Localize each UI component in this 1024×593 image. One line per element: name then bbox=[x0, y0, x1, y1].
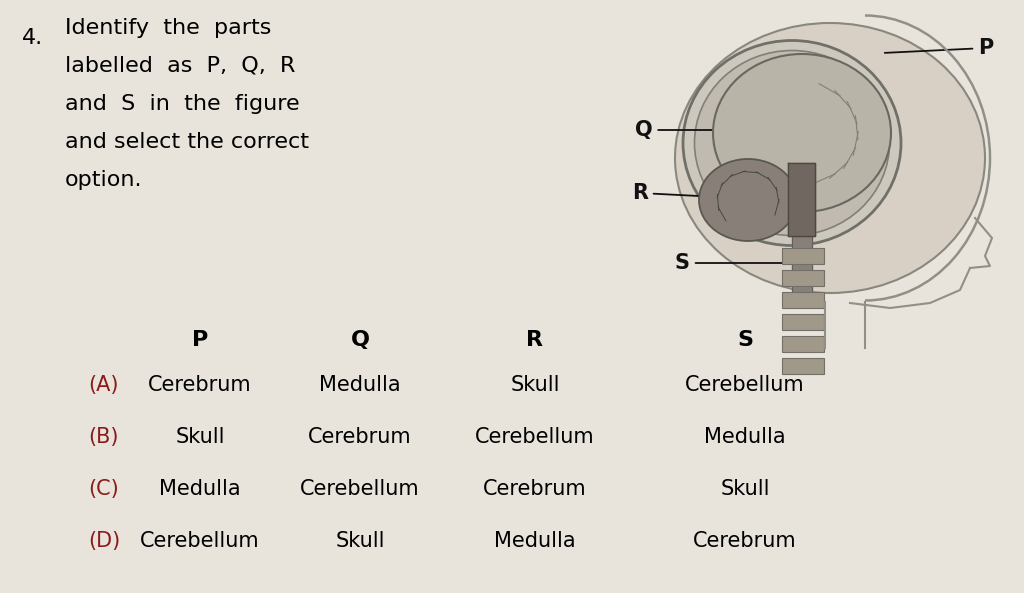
Text: (A): (A) bbox=[88, 375, 119, 395]
Text: R: R bbox=[632, 183, 735, 203]
Text: and select the correct: and select the correct bbox=[65, 132, 309, 152]
Text: P: P bbox=[191, 330, 208, 350]
Text: Cerebellum: Cerebellum bbox=[475, 427, 595, 447]
Text: S: S bbox=[737, 330, 753, 350]
Text: Identify  the  parts: Identify the parts bbox=[65, 18, 271, 38]
Text: Cerebellum: Cerebellum bbox=[300, 479, 420, 499]
Text: Cerebrum: Cerebrum bbox=[308, 427, 412, 447]
Text: Skull: Skull bbox=[175, 427, 224, 447]
Ellipse shape bbox=[683, 40, 901, 246]
Text: Cerebrum: Cerebrum bbox=[483, 479, 587, 499]
Text: Medulla: Medulla bbox=[319, 375, 400, 395]
Bar bbox=[782, 314, 824, 330]
Text: labelled  as  P,  Q,  R: labelled as P, Q, R bbox=[65, 56, 295, 76]
Bar bbox=[782, 358, 824, 374]
Bar bbox=[782, 248, 824, 264]
Text: S: S bbox=[675, 253, 785, 273]
Text: Q: Q bbox=[635, 120, 748, 140]
Text: (D): (D) bbox=[88, 531, 120, 551]
Ellipse shape bbox=[694, 50, 890, 235]
Text: Skull: Skull bbox=[335, 531, 385, 551]
Text: Cerebellum: Cerebellum bbox=[140, 531, 260, 551]
Bar bbox=[782, 292, 824, 308]
Text: 4.: 4. bbox=[22, 28, 43, 48]
Text: Skull: Skull bbox=[720, 479, 770, 499]
Text: option.: option. bbox=[65, 170, 142, 190]
Text: Cerebrum: Cerebrum bbox=[148, 375, 252, 395]
Text: (B): (B) bbox=[88, 427, 119, 447]
Bar bbox=[782, 270, 824, 286]
Text: Medulla: Medulla bbox=[705, 427, 785, 447]
Text: Cerebellum: Cerebellum bbox=[685, 375, 805, 395]
Text: Q: Q bbox=[350, 330, 370, 350]
Text: and  S  in  the  figure: and S in the figure bbox=[65, 94, 300, 114]
Polygon shape bbox=[792, 236, 812, 293]
Text: Medulla: Medulla bbox=[495, 531, 575, 551]
Polygon shape bbox=[788, 163, 815, 236]
Text: Cerebrum: Cerebrum bbox=[693, 531, 797, 551]
Text: Skull: Skull bbox=[510, 375, 560, 395]
Text: R: R bbox=[526, 330, 544, 350]
Text: Medulla: Medulla bbox=[159, 479, 241, 499]
Ellipse shape bbox=[699, 159, 797, 241]
Text: (C): (C) bbox=[88, 479, 119, 499]
Ellipse shape bbox=[713, 54, 891, 212]
Text: P: P bbox=[885, 38, 993, 58]
Bar bbox=[782, 336, 824, 352]
Ellipse shape bbox=[675, 23, 985, 293]
